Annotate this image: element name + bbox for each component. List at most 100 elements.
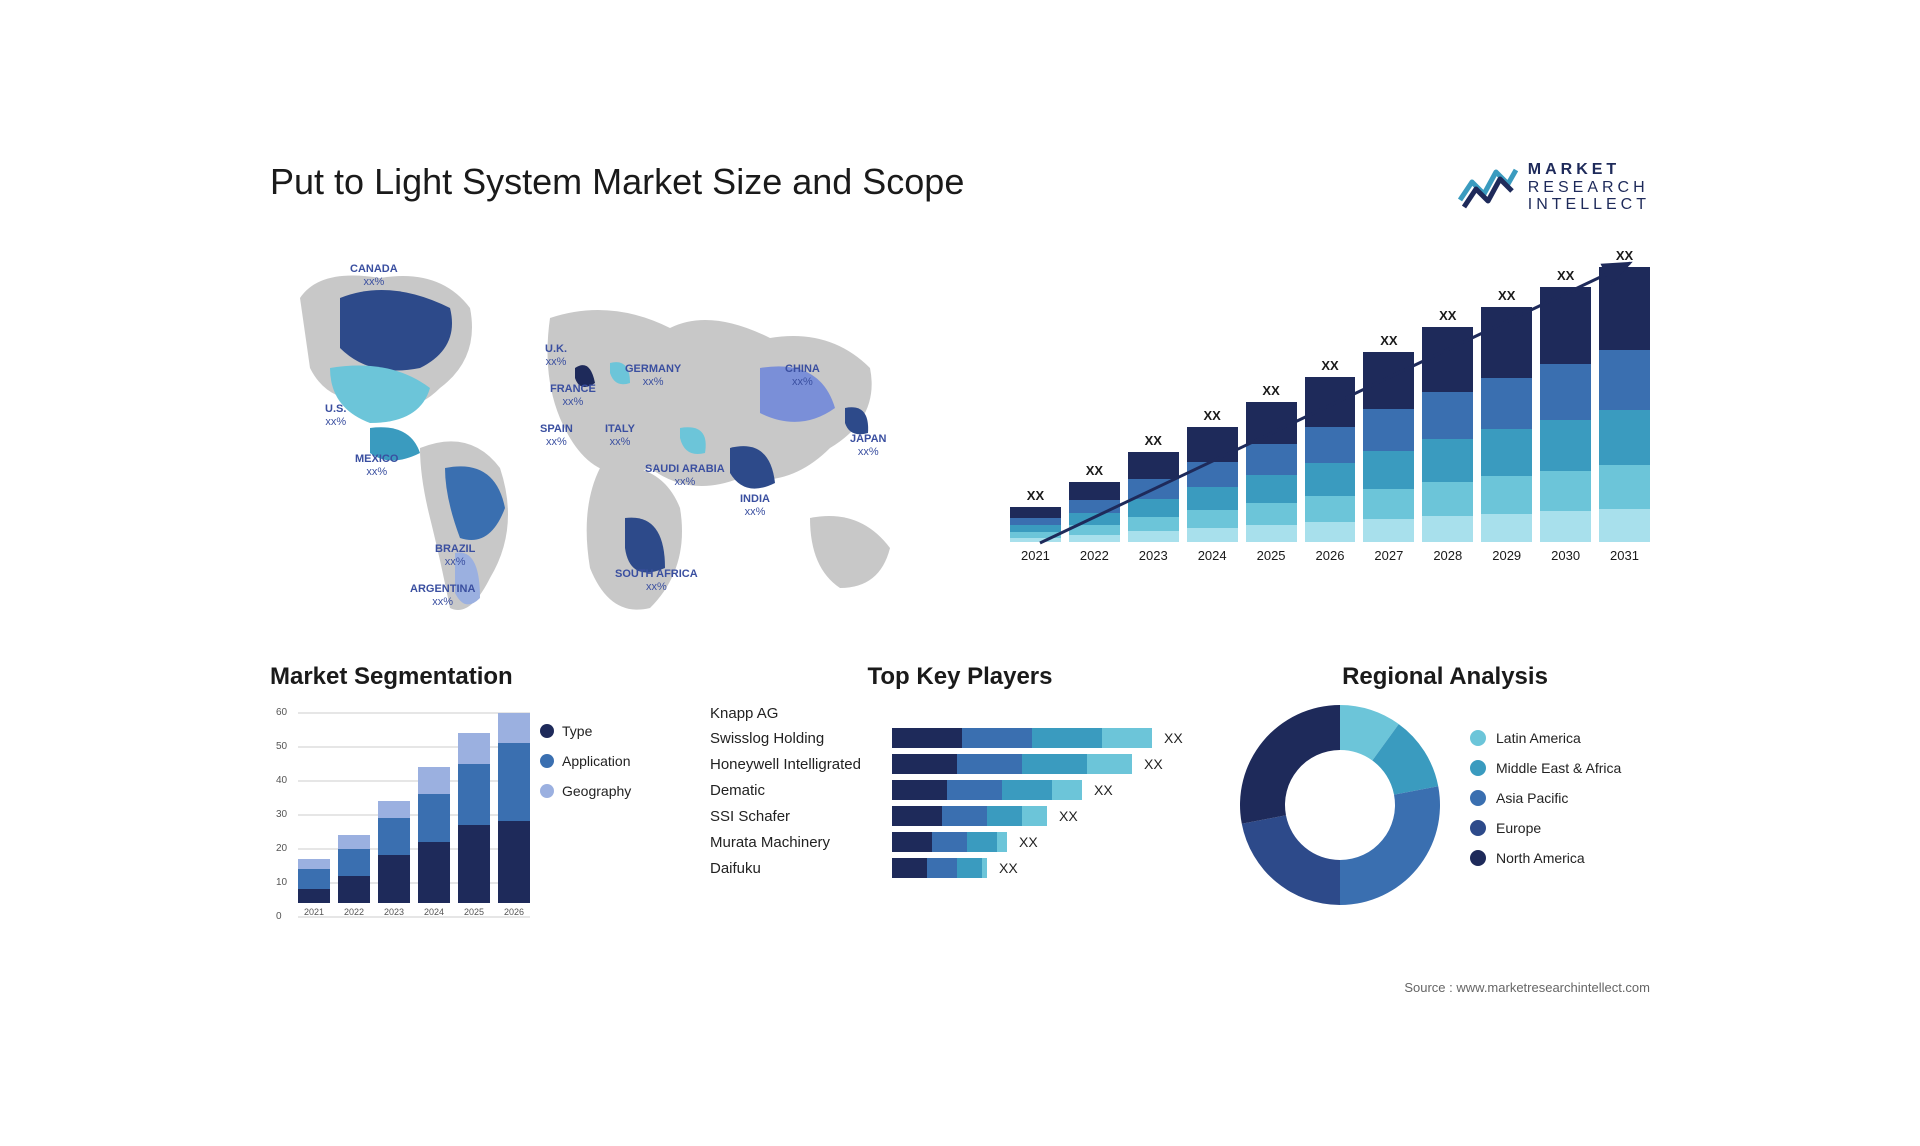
logo-text-3: INTELLECT <box>1528 196 1650 214</box>
growth-bar-2027: XX 2027 <box>1363 333 1414 563</box>
map-label-brazil: BRAZILxx% <box>435 543 475 569</box>
player-row: DaifukuXX <box>710 858 1210 878</box>
logo-text-1: MARKET <box>1528 161 1650 179</box>
regional-legend: Latin AmericaMiddle East & AfricaAsia Pa… <box>1470 730 1621 880</box>
growth-value: XX <box>1027 488 1044 503</box>
growth-value: XX <box>1616 248 1633 263</box>
seg-bar-2025: 2025 <box>458 733 490 917</box>
seg-bar-2023: 2023 <box>378 801 410 917</box>
growth-year-label: 2031 <box>1610 548 1639 563</box>
player-row: Knapp AG <box>710 705 1210 722</box>
growth-bar-2029: XX 2029 <box>1481 288 1532 563</box>
seg-ytick: 40 <box>276 775 287 786</box>
map-label-canada: CANADAxx% <box>350 263 398 289</box>
player-name: SSI Schafer <box>710 808 890 825</box>
seg-legend-item: Geography <box>540 783 631 799</box>
map-label-u-s-: U.S.xx% <box>325 403 346 429</box>
regional-legend-item: Latin America <box>1470 730 1621 746</box>
growth-year-label: 2028 <box>1433 548 1462 563</box>
seg-ytick: 0 <box>276 911 282 922</box>
player-row: Swisslog Holding XX <box>710 728 1210 748</box>
logo-text-2: RESEARCH <box>1528 179 1650 197</box>
seg-year-label: 2026 <box>504 907 524 917</box>
player-row: Murata Machinery XX <box>710 832 1210 852</box>
seg-ytick: 30 <box>276 809 287 820</box>
map-label-spain: SPAINxx% <box>540 423 573 449</box>
donut-slice <box>1240 705 1340 824</box>
world-map: CANADAxx% U.S.xx% MEXICOxx% BRAZILxx% ARGENT… <box>270 238 910 638</box>
logo-icon <box>1458 162 1518 212</box>
map-label-germany: GERMANYxx% <box>625 363 681 389</box>
page-title: Put to Light System Market Size and Scop… <box>270 161 964 203</box>
player-value: XX <box>1019 834 1038 850</box>
map-label-france: FRANCExx% <box>550 383 596 409</box>
seg-ytick: 20 <box>276 843 287 854</box>
growth-value: XX <box>1262 383 1279 398</box>
growth-year-label: 2030 <box>1551 548 1580 563</box>
seg-legend-item: Application <box>540 753 631 769</box>
map-label-south-africa: SOUTH AFRICAxx% <box>615 568 698 594</box>
player-row: Honeywell IntelligratedXX <box>710 754 1210 774</box>
segmentation-chart: 0 10 20 30 40 50 60 2021 2022 2023 2024 2025 2026 <box>270 705 530 935</box>
growth-year-label: 2025 <box>1257 548 1286 563</box>
seg-ytick: 50 <box>276 741 287 752</box>
growth-value: XX <box>1204 408 1221 423</box>
seg-year-label: 2023 <box>384 907 404 917</box>
regional-legend-item: North America <box>1470 850 1621 866</box>
player-row: DematicXX <box>710 780 1210 800</box>
segmentation-legend: Type Application Geography <box>540 723 631 813</box>
seg-legend-item: Type <box>540 723 631 739</box>
growth-bar-2031: XX 2031 <box>1599 248 1650 563</box>
growth-bar-2024: XX 2024 <box>1187 408 1238 563</box>
players-section: Top Key Players Knapp AG Swisslog Holding… <box>710 663 1210 878</box>
map-label-mexico: MEXICOxx% <box>355 453 398 479</box>
growth-value: XX <box>1380 333 1397 348</box>
seg-bar-2026: 2026 <box>498 713 530 917</box>
map-label-saudi-arabia: SAUDI ARABIAxx% <box>645 463 725 489</box>
player-name: Daifuku <box>710 860 890 877</box>
growth-bar-2022: XX 2022 <box>1069 463 1120 563</box>
growth-year-label: 2027 <box>1374 548 1403 563</box>
player-name: Murata Machinery <box>710 834 890 851</box>
growth-bar-2030: XX2030 <box>1540 268 1591 563</box>
map-label-china: CHINAxx% <box>785 363 820 389</box>
growth-bar-2028: XX 2028 <box>1422 308 1473 563</box>
segmentation-title: Market Segmentation <box>270 663 670 691</box>
seg-year-label: 2025 <box>464 907 484 917</box>
seg-ytick: 10 <box>276 877 287 888</box>
growth-year-label: 2022 <box>1080 548 1109 563</box>
player-value: XX <box>1164 730 1183 746</box>
growth-bar-2026: XX 2026 <box>1305 358 1356 563</box>
growth-year-label: 2029 <box>1492 548 1521 563</box>
map-label-italy: ITALYxx% <box>605 423 635 449</box>
seg-bar-2022: 2022 <box>338 835 370 917</box>
regional-title: Regional Analysis <box>1240 663 1650 691</box>
seg-year-label: 2024 <box>424 907 444 917</box>
brand-logo: MARKET RESEARCH INTELLECT <box>1458 161 1650 214</box>
map-label-argentina: ARGENTINAxx% <box>410 583 475 609</box>
world-map-svg <box>270 238 910 638</box>
seg-year-label: 2022 <box>344 907 364 917</box>
player-value: XX <box>1059 808 1078 824</box>
map-label-india: INDIAxx% <box>740 493 770 519</box>
map-label-u-k-: U.K.xx% <box>545 343 567 369</box>
growth-year-label: 2026 <box>1316 548 1345 563</box>
regional-donut <box>1240 705 1440 905</box>
growth-value: XX <box>1498 288 1515 303</box>
growth-value: XX <box>1439 308 1456 323</box>
player-name: Swisslog Holding <box>710 730 890 747</box>
growth-year-label: 2024 <box>1198 548 1227 563</box>
seg-year-label: 2021 <box>304 907 324 917</box>
growth-bar-2025: XX 2025 <box>1246 383 1297 563</box>
players-title: Top Key Players <box>710 663 1210 691</box>
growth-year-label: 2023 <box>1139 548 1168 563</box>
regional-legend-item: Europe <box>1470 820 1621 836</box>
player-row: SSI Schafer XX <box>710 806 1210 826</box>
growth-value: XX <box>1145 433 1162 448</box>
growth-value: XX <box>1086 463 1103 478</box>
growth-chart: XX2021XX2022XX2023XX2024XX2025XX2026XX20… <box>1010 243 1650 613</box>
seg-ytick: 60 <box>276 707 287 718</box>
source-attribution: Source : www.marketresearchintellect.com <box>1404 980 1650 995</box>
growth-bar-2023: XX 2023 <box>1128 433 1179 563</box>
growth-value: XX <box>1321 358 1338 373</box>
